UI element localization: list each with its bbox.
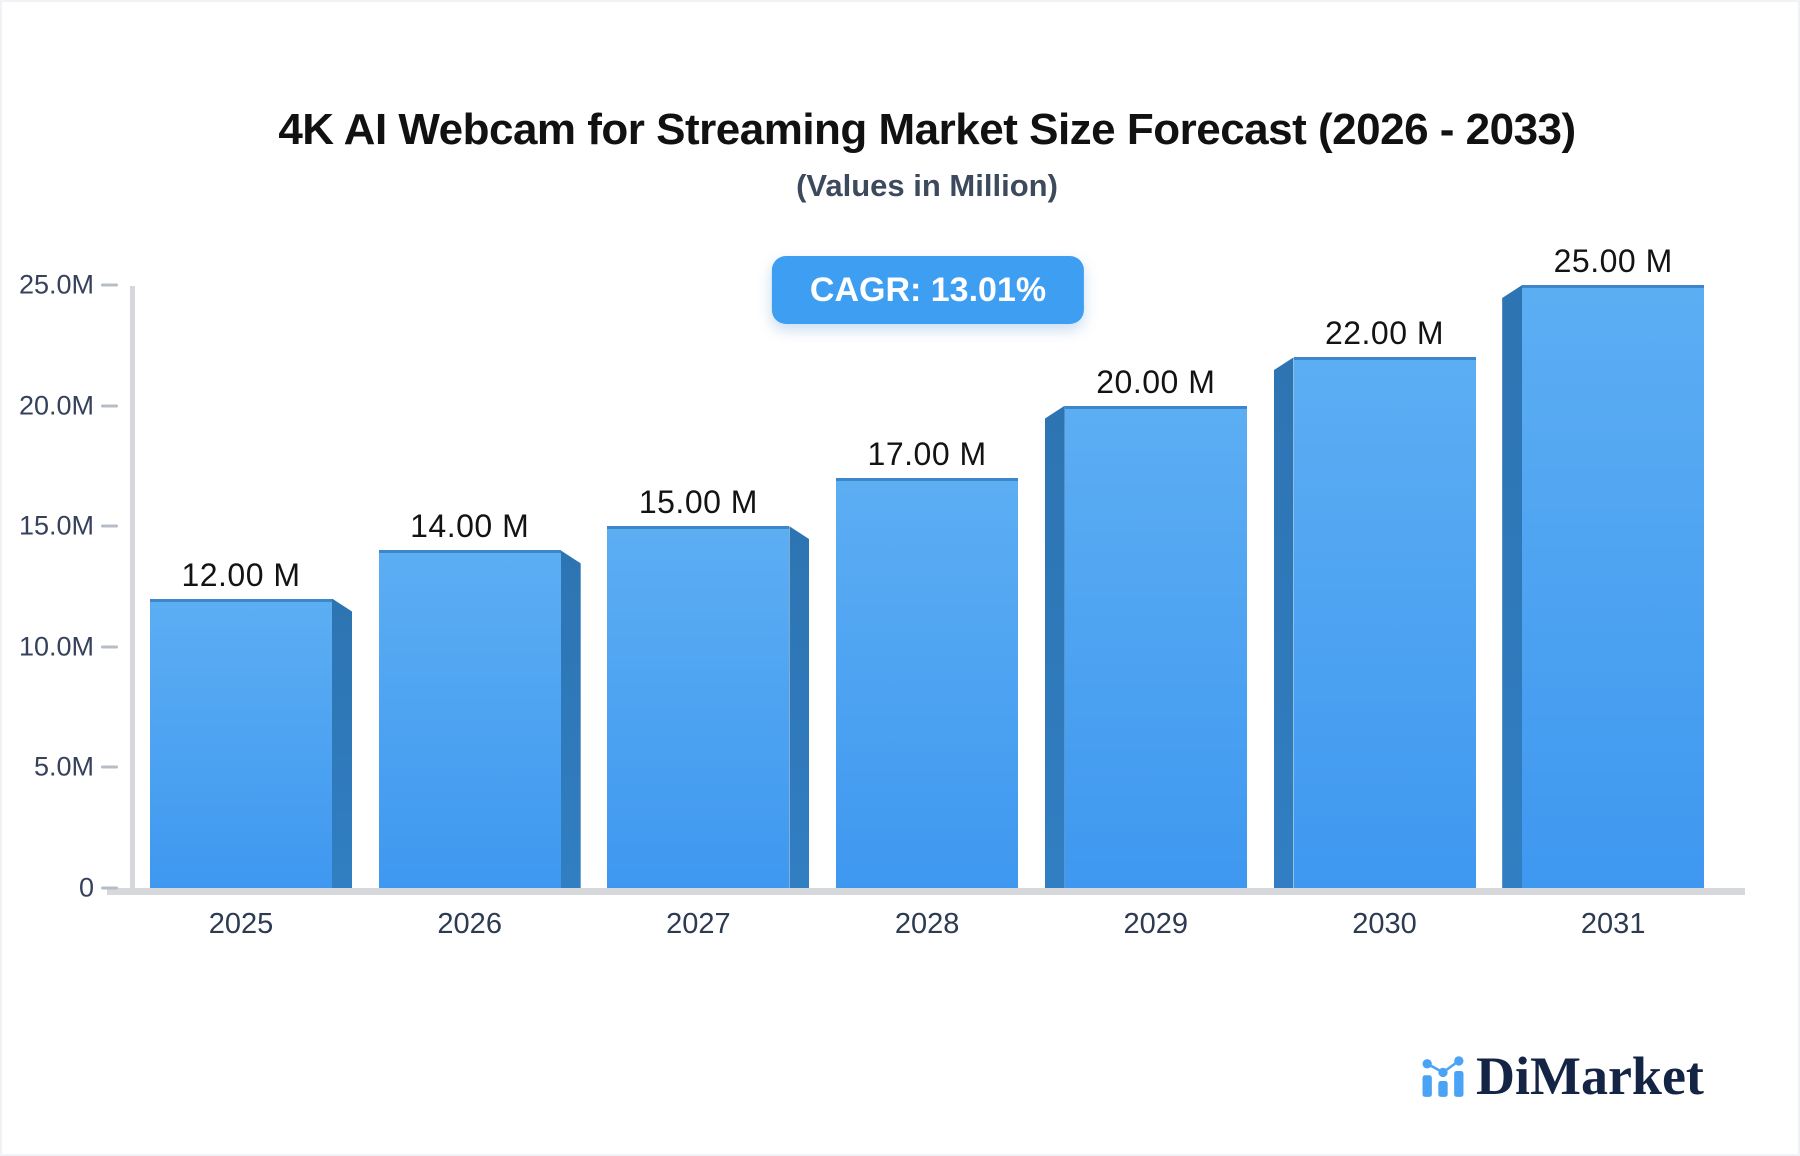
logo-wordmark: DiMarket xyxy=(1476,1046,1704,1106)
y-tick-mark xyxy=(101,404,118,408)
chart-title: 4K AI Webcam for Streaming Market Size F… xyxy=(278,105,1576,154)
bar-value-label: 20.00 M xyxy=(1096,363,1216,400)
bar-2026[interactable] xyxy=(378,550,561,888)
y-tick-mark xyxy=(101,765,118,769)
bar-3d-side xyxy=(1502,285,1523,888)
y-tick-label: 25.0M xyxy=(18,269,94,300)
bar-2028[interactable] xyxy=(836,477,1019,888)
y-tick-label: 10.0M xyxy=(18,631,94,662)
x-axis-label-2025: 2025 xyxy=(208,908,274,940)
bar-2027[interactable] xyxy=(607,526,790,888)
bar-value-label: 15.00 M xyxy=(638,484,758,521)
bar-value-label: 14.00 M xyxy=(410,508,530,545)
x-axis-label-2026: 2026 xyxy=(437,908,502,940)
x-axis-baseline xyxy=(107,888,1745,895)
bar-2025[interactable] xyxy=(150,598,332,888)
y-tick-mark xyxy=(101,283,118,287)
bar-value-label: 12.00 M xyxy=(181,556,301,593)
chart-subtitle: (Values in Million) xyxy=(796,168,1058,203)
bar-3d-side xyxy=(1273,357,1294,888)
y-tick-label: 20.0M xyxy=(18,390,94,421)
bar-3d-side xyxy=(789,526,810,888)
y-tick-label: 15.0M xyxy=(18,510,94,541)
bar-3d-side xyxy=(1044,405,1065,888)
x-axis-label-2030: 2030 xyxy=(1352,908,1417,940)
bar-2030[interactable] xyxy=(1293,357,1476,888)
bar-value-label: 17.00 M xyxy=(867,435,987,472)
bar-2031[interactable] xyxy=(1522,285,1705,888)
x-axis-label-2031: 2031 xyxy=(1580,908,1646,940)
bar-value-label: 22.00 M xyxy=(1324,315,1445,352)
y-tick-mark xyxy=(101,524,118,528)
x-axis-label-2029: 2029 xyxy=(1123,908,1189,940)
y-tick-label: 0 xyxy=(78,872,94,903)
cagr-badge: CAGR: 13.01% xyxy=(771,256,1085,324)
bar-value-label: 25.00 M xyxy=(1553,243,1673,279)
bar-line-chart-logo-icon xyxy=(1420,1053,1466,1099)
bar-3d-side xyxy=(560,550,581,888)
y-axis-line xyxy=(130,286,135,888)
x-axis-label-2028: 2028 xyxy=(894,908,960,940)
y-tick-mark xyxy=(101,645,118,649)
y-tick-label: 5.0M xyxy=(33,751,94,782)
dimarket-logo[interactable]: DiMarket xyxy=(1420,1044,1704,1108)
x-axis-label-2027: 2027 xyxy=(666,908,731,940)
y-tick-mark xyxy=(101,886,118,890)
bar-3d-side xyxy=(332,598,352,888)
bar-2029[interactable] xyxy=(1064,405,1247,888)
